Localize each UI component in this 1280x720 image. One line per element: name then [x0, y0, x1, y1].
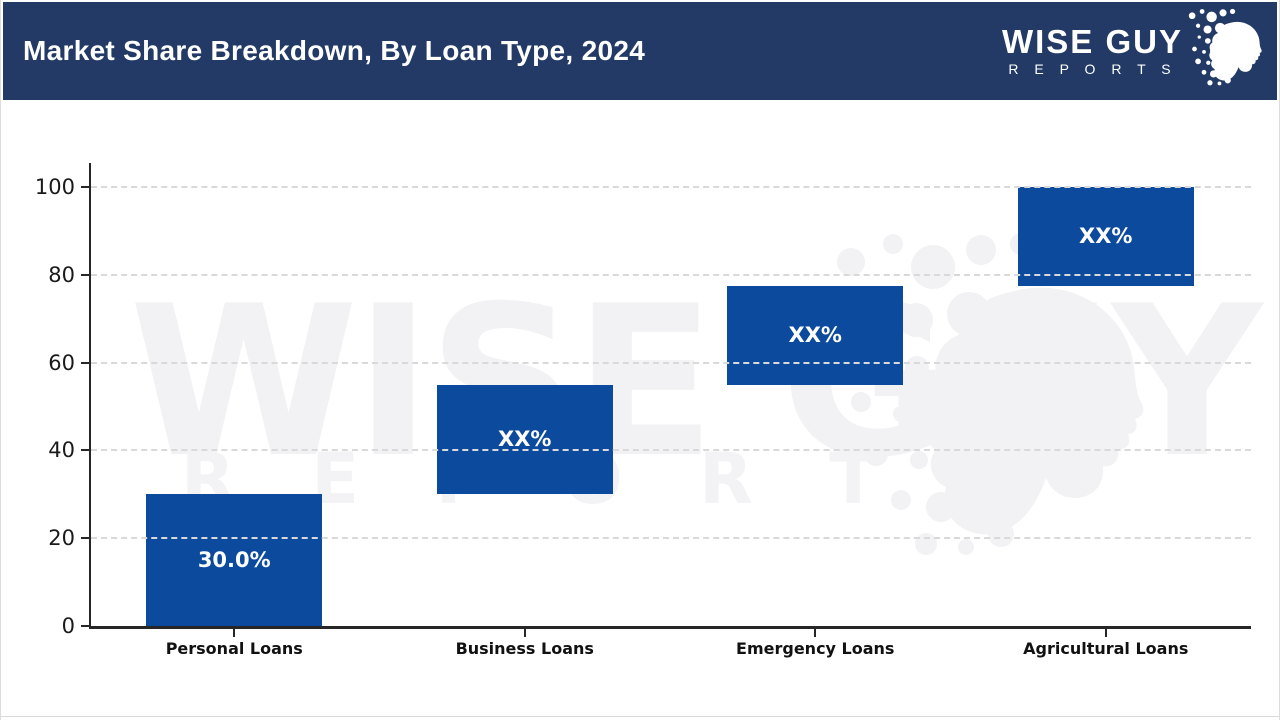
logo-head-icon [1185, 6, 1267, 96]
x-axis-label-agricultural-loans: Agricultural Loans [1023, 639, 1189, 658]
y-tick-label-60: 60 [48, 350, 75, 375]
x-tick-business-loans [523, 629, 526, 637]
bar-value-label-personal-loans: 30.0% [197, 548, 271, 573]
bar-business-loans: XX% [436, 384, 613, 495]
x-axis-label-business-loans: Business Loans [455, 639, 594, 658]
y-tick-40 [81, 449, 89, 452]
bottom-divider [1, 716, 1279, 717]
x-tick-personal-loans [233, 629, 236, 637]
y-tick-0 [81, 625, 89, 627]
bar-value-label-emergency-loans: XX% [788, 323, 842, 348]
brand-logo-text: WISE GUY R E P O R T S [1002, 25, 1183, 77]
y-tick-60 [81, 361, 89, 364]
y-tick-label-80: 80 [48, 262, 75, 287]
bar-emergency-loans: XX% [727, 285, 904, 385]
y-tick-20 [81, 537, 89, 540]
gridline-80 [91, 273, 1251, 276]
gridline-20 [91, 537, 1251, 540]
x-axis-line [89, 626, 1251, 629]
x-tick-agricultural-loans [1104, 629, 1107, 637]
y-tick-label-100: 100 [34, 175, 75, 199]
gridline-60 [91, 361, 1251, 364]
bar-personal-loans: 30.0% [146, 494, 323, 626]
header-bar: Market Share Breakdown, By Loan Type, 20… [3, 2, 1277, 100]
y-tick-label-0: 0 [61, 614, 75, 638]
x-axis-label-emergency-loans: Emergency Loans [736, 639, 895, 658]
gridline-40 [91, 449, 1251, 452]
y-tick-100 [81, 186, 89, 188]
x-tick-emergency-loans [814, 629, 817, 637]
y-tick-label-40: 40 [48, 438, 75, 463]
y-tick-label-20: 20 [48, 526, 75, 551]
brand-logo: WISE GUY R E P O R T S [1002, 6, 1267, 96]
bar-value-label-agricultural-loans: XX% [1079, 224, 1133, 249]
bar-agricultural-loans: XX% [1017, 187, 1194, 286]
logo-subtitle: R E P O R T S [1008, 60, 1177, 77]
chart-title: Market Share Breakdown, By Loan Type, 20… [23, 35, 646, 66]
logo-wordmark: WISE GUY [1001, 23, 1183, 61]
y-tick-80 [81, 273, 89, 276]
gridline-100 [91, 186, 1251, 188]
x-axis-label-personal-loans: Personal Loans [165, 639, 303, 658]
bar-value-label-business-loans: XX% [498, 427, 552, 452]
y-axis-line [89, 163, 91, 629]
